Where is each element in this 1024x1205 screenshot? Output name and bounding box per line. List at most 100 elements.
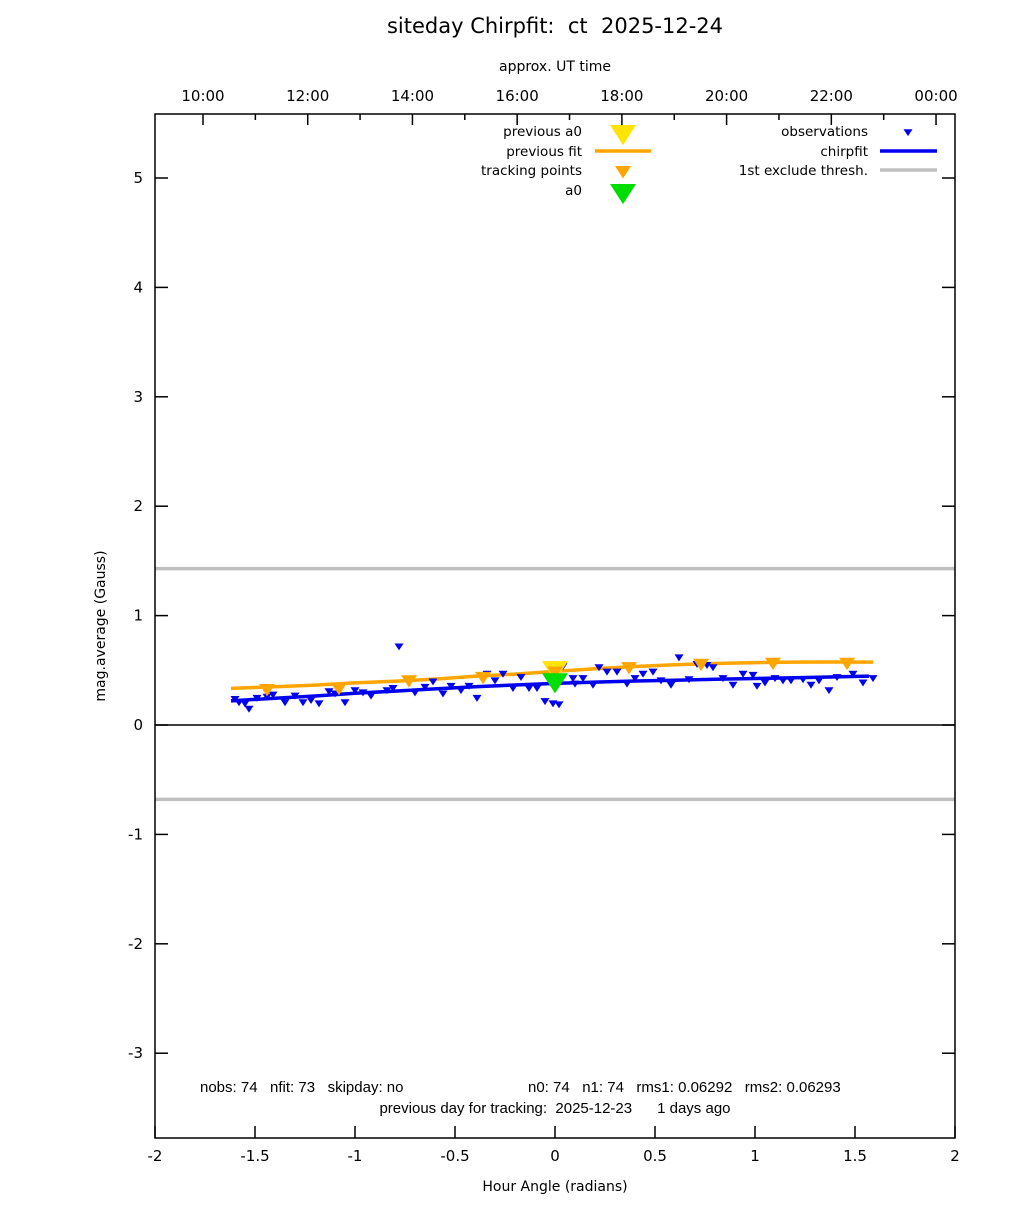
observations-marker — [630, 675, 640, 683]
observations-marker — [290, 692, 300, 700]
observations-marker — [748, 671, 758, 679]
observations-marker — [752, 682, 762, 690]
stats-line1-right: n0: 74 n1: 74 rms1: 0.06292 rms2: 0.0629… — [528, 1079, 841, 1096]
x-tick-label: 1.5 — [843, 1147, 867, 1165]
y-tick-label: -2 — [128, 935, 143, 953]
plot-area: -2 -1.5 -1 -0.5 0 0.5 1 1.5 2 -3 -2 -1 0 1 2 3 4 5 10:00 12… — [128, 87, 960, 1165]
y-tick-label: 5 — [133, 169, 143, 187]
tracking-points-marker — [621, 662, 637, 675]
observations-marker — [382, 687, 392, 695]
observations-marker — [298, 699, 308, 707]
ut-tick-label: 14:00 — [391, 87, 434, 105]
observations-marker — [594, 664, 604, 672]
observations-marker — [770, 675, 780, 683]
observations-marker — [456, 687, 466, 695]
observations-marker — [516, 674, 526, 682]
observations-marker — [674, 654, 684, 662]
tracking-points-marker — [331, 682, 347, 696]
observations-marker — [648, 668, 658, 676]
observations-marker — [240, 700, 250, 708]
y-axis-label: mag.average (Gauss) — [93, 550, 109, 701]
observations-marker — [314, 700, 324, 708]
observations-marker — [760, 679, 770, 687]
ut-tick-label: 10:00 — [181, 87, 224, 105]
observations-marker — [358, 689, 368, 697]
observations-marker — [388, 685, 398, 692]
observations-marker — [540, 698, 550, 706]
observations-marker — [438, 690, 448, 698]
legend-observations-marker — [903, 129, 913, 137]
y-tick-label: -3 — [128, 1044, 143, 1062]
observations-marker — [410, 689, 420, 697]
observations-marker — [588, 681, 598, 689]
observations-marker — [868, 675, 878, 683]
observations-marker — [252, 694, 262, 702]
x-tick-label: 1 — [750, 1147, 760, 1165]
tracking-points-marker — [693, 658, 709, 672]
observations-marker — [798, 676, 808, 684]
observations-marker — [244, 705, 254, 713]
y-tick-label: 1 — [133, 607, 143, 625]
y-tick-label: 2 — [133, 497, 143, 515]
x-tick-label: 2 — [950, 1147, 960, 1165]
observations-marker — [508, 685, 518, 692]
tracking-points-marker — [547, 666, 563, 679]
y-tick-label: 4 — [133, 278, 143, 296]
stats-line1-left: nobs: 74 nfit: 73 skipday: no — [200, 1079, 403, 1096]
observations-marker — [612, 668, 622, 676]
observations-marker — [490, 677, 500, 685]
observations-marker — [498, 670, 508, 678]
observations-marker — [280, 699, 290, 707]
observations-marker — [602, 668, 612, 676]
observations-marker — [858, 679, 868, 687]
observations-marker — [524, 685, 534, 692]
plot-border — [154, 113, 956, 1139]
x-tick-label: -0.5 — [440, 1147, 469, 1165]
a0-marker — [542, 673, 568, 694]
legend-label-exclude-thresh: 1st exclude thresh. — [739, 163, 868, 179]
observations-marker — [708, 664, 718, 672]
observations-marker — [684, 676, 694, 684]
ut-axis-label: approx. UT time — [499, 59, 611, 75]
observations-marker — [778, 677, 788, 685]
x-tick-label: -1 — [348, 1147, 363, 1165]
x-axis-label: Hour Angle (radians) — [482, 1179, 627, 1195]
observations-marker — [806, 681, 816, 689]
legend-previous-a0-marker — [610, 124, 636, 146]
observations-marker — [666, 681, 676, 689]
tracking-points-marker — [259, 683, 275, 697]
observations-marker — [814, 677, 824, 685]
observations-marker — [366, 692, 376, 700]
observations-marker — [570, 680, 580, 688]
observations-marker — [554, 701, 564, 709]
y-tick-label: -1 — [128, 825, 143, 843]
ut-tick-label: 00:00 — [914, 87, 957, 105]
legend-tracking-points-marker — [615, 166, 631, 179]
x-tick-label: -2 — [148, 1147, 163, 1165]
tracking-points-marker — [839, 657, 855, 671]
tracking-points-marker — [475, 671, 491, 685]
observations-marker — [728, 681, 738, 689]
x-tick-label: 0 — [550, 1147, 560, 1165]
observations-marker — [638, 670, 648, 678]
legend-label-a0: a0 — [565, 183, 582, 199]
ut-tick-label: 20:00 — [705, 87, 748, 105]
observations-marker — [350, 687, 360, 695]
legend-label-previous-a0: previous a0 — [503, 124, 582, 140]
observations-marker — [340, 699, 350, 707]
observations-marker — [786, 677, 796, 685]
legend-label-observations: observations — [781, 124, 868, 140]
y-tick-label: 3 — [133, 388, 143, 406]
legend-label-previous-fit: previous fit — [506, 144, 582, 160]
observations-marker — [262, 693, 272, 701]
observations-marker — [738, 670, 748, 678]
observations-marker — [268, 691, 278, 699]
legend-label-chirpfit: chirpfit — [820, 144, 868, 160]
stats-line2: previous day for tracking: 2025-12-23 1 … — [379, 1100, 730, 1117]
observations-marker — [446, 682, 456, 690]
observations-marker — [568, 675, 578, 683]
y-tick-label: 0 — [133, 716, 143, 734]
x-tick-label: -1.5 — [240, 1147, 269, 1165]
